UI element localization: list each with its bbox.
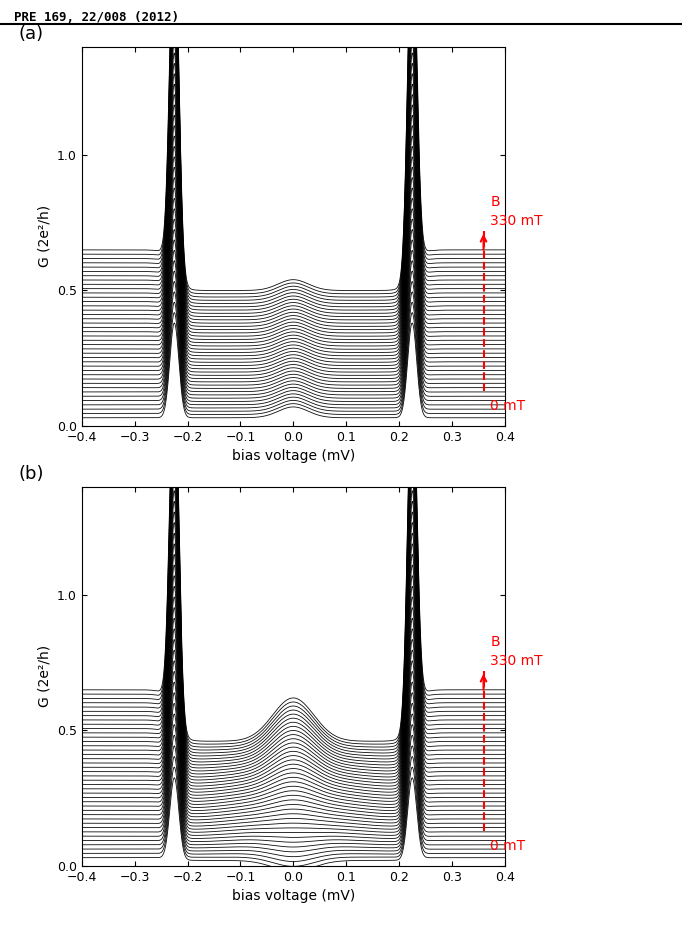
Text: B: B [490,635,500,649]
Text: (b): (b) [18,465,44,483]
Text: B: B [490,195,500,209]
Y-axis label: G (2e²/h): G (2e²/h) [38,205,51,268]
Text: 330 mT: 330 mT [490,214,543,228]
X-axis label: bias voltage (mV): bias voltage (mV) [232,449,355,463]
Text: 330 mT: 330 mT [490,654,543,668]
Text: (a): (a) [18,25,44,43]
Y-axis label: G (2e²/h): G (2e²/h) [38,645,51,708]
Text: 0 mT: 0 mT [490,399,526,413]
X-axis label: bias voltage (mV): bias voltage (mV) [232,889,355,903]
Text: 0 mT: 0 mT [490,839,526,853]
Text: PRE 169, 22/008 (2012): PRE 169, 22/008 (2012) [14,11,179,24]
